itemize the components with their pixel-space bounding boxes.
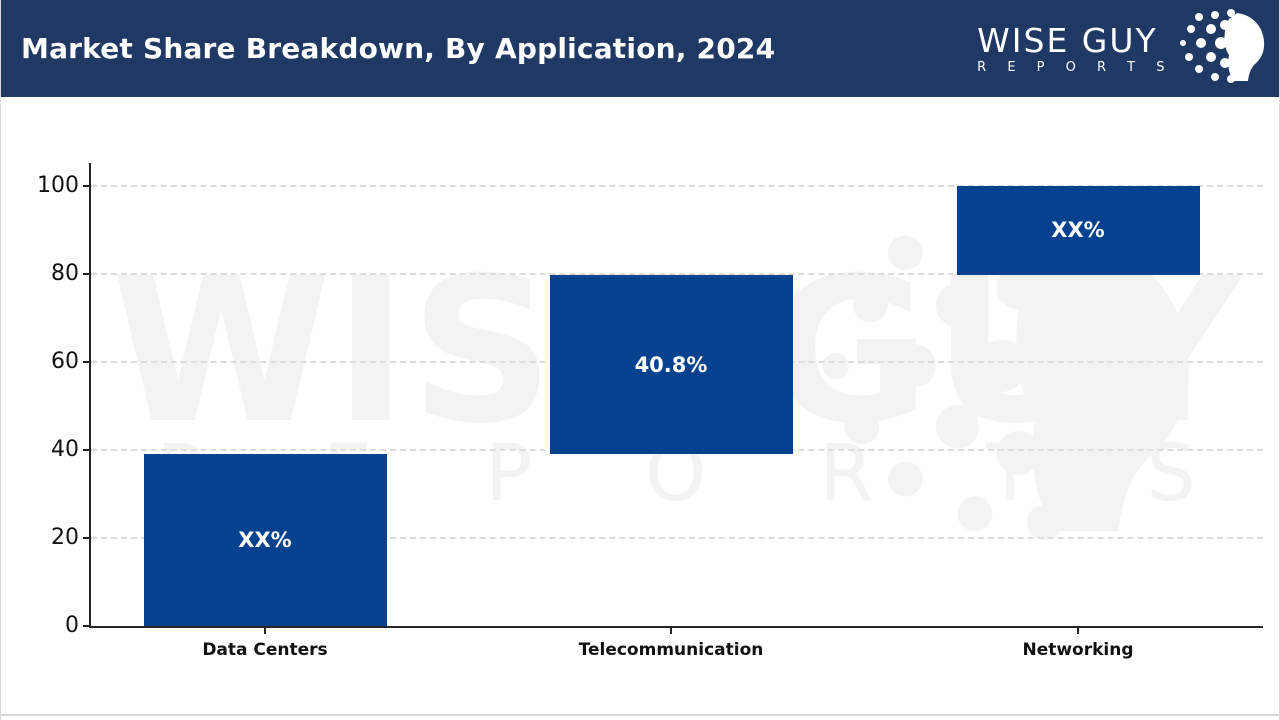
bar-value-label: XX% xyxy=(238,528,292,553)
gridline-100 xyxy=(91,185,1263,187)
bar-value-label: 40.8% xyxy=(634,352,708,377)
bottom-border xyxy=(1,714,1279,716)
category-label-0: Data Centers xyxy=(202,640,328,660)
y-axis-line xyxy=(89,163,91,628)
x-tick-2 xyxy=(1077,626,1079,634)
logo-wiseguy-text: WISE GUY xyxy=(977,20,1158,60)
y-tick-label-20: 20 xyxy=(51,525,79,550)
header-bar: Market Share Breakdown, By Application, … xyxy=(1,0,1279,97)
gridline-20 xyxy=(91,537,1263,539)
category-label-2: Networking xyxy=(1022,640,1134,660)
y-tick-100 xyxy=(83,185,91,187)
logo-text: WISE GUY R E P O R T S xyxy=(977,24,1173,74)
logo-face-icon xyxy=(1180,8,1265,83)
logo-reports-text: R E P O R T S xyxy=(977,59,1173,75)
y-tick-20 xyxy=(83,537,91,539)
bar-networking: XX% xyxy=(956,186,1200,275)
x-tick-1 xyxy=(670,626,672,634)
y-tick-label-0: 0 xyxy=(65,613,79,638)
y-tick-label-40: 40 xyxy=(51,437,79,462)
y-tick-40 xyxy=(83,449,91,451)
y-tick-60 xyxy=(83,361,91,363)
x-axis-line xyxy=(89,626,1263,628)
category-label-1: Telecommunication xyxy=(578,640,764,660)
bar-value-label: XX% xyxy=(1051,218,1105,243)
y-tick-80 xyxy=(83,273,91,275)
bar-data-centers: XX% xyxy=(143,454,387,626)
wiseguy-logo: WISE GUY R E P O R T S xyxy=(977,7,1267,91)
bar-telecommunication: 40.8% xyxy=(549,274,793,455)
x-tick-0 xyxy=(264,626,266,634)
gridline-80 xyxy=(91,273,1263,275)
chart-title: Market Share Breakdown, By Application, … xyxy=(21,32,776,65)
y-tick-label-100: 100 xyxy=(37,173,79,198)
y-tick-label-60: 60 xyxy=(51,349,79,374)
chart-area: WISE GUY R E P O R T S 0 20 40 60 80 100 XX% Da… xyxy=(1,97,1279,720)
y-tick-0 xyxy=(83,625,91,627)
y-tick-label-80: 80 xyxy=(51,261,79,286)
